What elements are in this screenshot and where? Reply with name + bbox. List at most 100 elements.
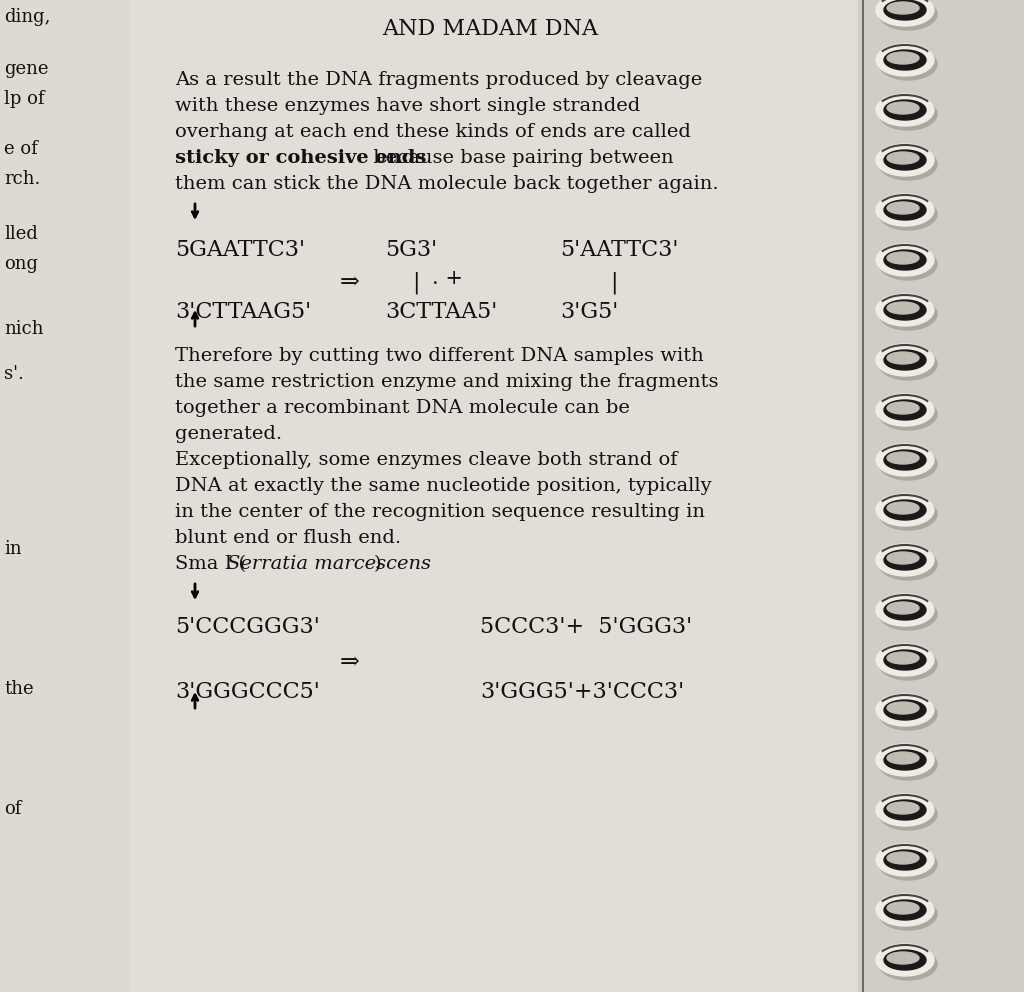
Ellipse shape [884,800,926,820]
Text: 5G3': 5G3' [385,239,437,261]
Ellipse shape [884,750,926,770]
Ellipse shape [887,352,919,364]
Text: 3CTTAA5': 3CTTAA5' [385,301,498,323]
Ellipse shape [887,452,919,464]
Text: overhang at each end these kinds of ends are called: overhang at each end these kinds of ends… [175,123,691,141]
Ellipse shape [876,544,934,576]
Ellipse shape [887,652,919,664]
Ellipse shape [884,650,926,670]
Text: sticky or cohesive ends: sticky or cohesive ends [175,149,426,167]
Text: 3'CTTAAG5': 3'CTTAAG5' [175,301,311,323]
Ellipse shape [879,398,937,430]
Ellipse shape [876,94,934,126]
Text: of: of [4,800,22,818]
Text: lp of: lp of [4,90,44,108]
Ellipse shape [887,102,919,114]
Ellipse shape [879,148,937,180]
Text: ⇒: ⇒ [340,651,359,674]
Ellipse shape [876,444,934,476]
Ellipse shape [876,644,934,676]
Ellipse shape [879,798,937,830]
Ellipse shape [879,448,937,480]
Ellipse shape [876,794,934,826]
Ellipse shape [876,244,934,276]
Text: ding,: ding, [4,8,50,26]
Ellipse shape [879,498,937,530]
Ellipse shape [879,48,937,80]
Ellipse shape [887,602,919,614]
Ellipse shape [884,400,926,420]
Ellipse shape [876,594,934,626]
Ellipse shape [879,198,937,230]
Ellipse shape [887,852,919,864]
Ellipse shape [876,894,934,926]
Ellipse shape [884,50,926,70]
Ellipse shape [876,744,934,776]
Ellipse shape [887,152,919,164]
Bar [130,0,870,992]
Text: Exceptionally, some enzymes cleave both strand of: Exceptionally, some enzymes cleave both … [175,451,678,469]
Ellipse shape [887,502,919,514]
Ellipse shape [876,944,934,976]
Ellipse shape [876,0,934,26]
Ellipse shape [887,952,919,964]
Ellipse shape [884,850,926,870]
Text: together a recombinant DNA molecule can be: together a recombinant DNA molecule can … [175,399,630,417]
Text: 5CCC3'+  5'GGG3': 5CCC3'+ 5'GGG3' [480,616,692,638]
Text: 3'G5': 3'G5' [560,301,618,323]
Ellipse shape [884,950,926,970]
Text: with these enzymes have short single stranded: with these enzymes have short single str… [175,97,640,115]
Text: generated.: generated. [175,425,283,443]
Ellipse shape [876,44,934,76]
Ellipse shape [876,494,934,526]
Text: . +: . + [432,269,463,288]
Ellipse shape [884,900,926,920]
Text: 3'GGG5'+3'CCC3': 3'GGG5'+3'CCC3' [480,681,684,703]
Text: |: | [610,271,617,294]
Text: 3'GGGCCC5': 3'GGGCCC5' [175,681,319,703]
Ellipse shape [884,600,926,620]
Text: DNA at exactly the same nucleotide position, typically: DNA at exactly the same nucleotide posit… [175,477,712,495]
Ellipse shape [887,52,919,64]
Ellipse shape [884,250,926,270]
Text: Sma I (: Sma I ( [175,555,246,573]
Ellipse shape [876,344,934,376]
Ellipse shape [887,2,919,14]
Text: AND MADAM DNA: AND MADAM DNA [382,18,598,40]
Ellipse shape [879,698,937,730]
Ellipse shape [884,450,926,470]
Text: Serratia marcescens: Serratia marcescens [227,555,431,573]
Ellipse shape [887,902,919,914]
Ellipse shape [876,694,934,726]
Text: |: | [412,271,420,294]
Text: ong: ong [4,255,38,273]
Ellipse shape [879,898,937,930]
Ellipse shape [879,648,937,680]
Ellipse shape [887,202,919,214]
Ellipse shape [879,248,937,280]
Ellipse shape [884,500,926,520]
Ellipse shape [884,100,926,120]
Ellipse shape [879,298,937,330]
Text: rch.: rch. [4,170,40,188]
Ellipse shape [876,194,934,226]
Ellipse shape [879,948,937,980]
Ellipse shape [879,848,937,880]
Ellipse shape [879,98,937,130]
Text: 5'CCCGGG3': 5'CCCGGG3' [175,616,319,638]
Text: Therefore by cutting two different DNA samples with: Therefore by cutting two different DNA s… [175,347,703,365]
Ellipse shape [887,802,919,814]
Ellipse shape [876,294,934,326]
Text: e of: e of [4,140,38,158]
Ellipse shape [879,548,937,580]
Ellipse shape [887,252,919,264]
Ellipse shape [879,748,937,780]
Text: blunt end or flush end.: blunt end or flush end. [175,529,401,547]
Ellipse shape [879,0,937,30]
Text: the same restriction enzyme and mixing the fragments: the same restriction enzyme and mixing t… [175,373,719,391]
Ellipse shape [884,150,926,170]
Ellipse shape [876,394,934,426]
Text: As a result the DNA fragments produced by cleavage: As a result the DNA fragments produced b… [175,71,702,89]
Text: the: the [4,680,34,698]
Text: ): ) [374,555,382,573]
